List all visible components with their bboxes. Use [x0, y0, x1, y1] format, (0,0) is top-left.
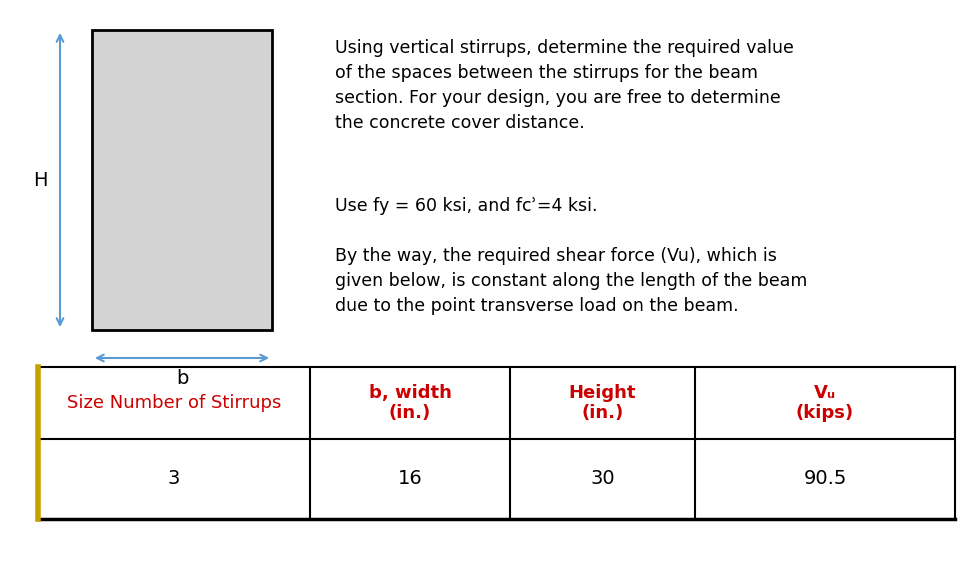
- Text: By the way, the required shear force (Vu), which is
given below, is constant alo: By the way, the required shear force (Vu…: [335, 247, 808, 315]
- Text: 3: 3: [168, 470, 180, 488]
- Text: 16: 16: [398, 470, 422, 488]
- Text: 90.5: 90.5: [804, 470, 847, 488]
- Text: Using vertical stirrups, determine the required value
of the spaces between the : Using vertical stirrups, determine the r…: [335, 39, 794, 132]
- Text: Size Number of Stirrups: Size Number of Stirrups: [67, 394, 281, 412]
- Text: Use fy = 60 ksi, and fcʾ=4 ksi.: Use fy = 60 ksi, and fcʾ=4 ksi.: [335, 197, 598, 215]
- Text: b: b: [175, 369, 188, 387]
- Text: 30: 30: [590, 470, 614, 488]
- Text: Vᵤ
(kips): Vᵤ (kips): [796, 383, 854, 423]
- Bar: [92, 30, 272, 330]
- Text: b, width
(in.): b, width (in.): [368, 383, 452, 423]
- Text: H: H: [32, 170, 47, 190]
- Text: Height
(in.): Height (in.): [568, 383, 636, 423]
